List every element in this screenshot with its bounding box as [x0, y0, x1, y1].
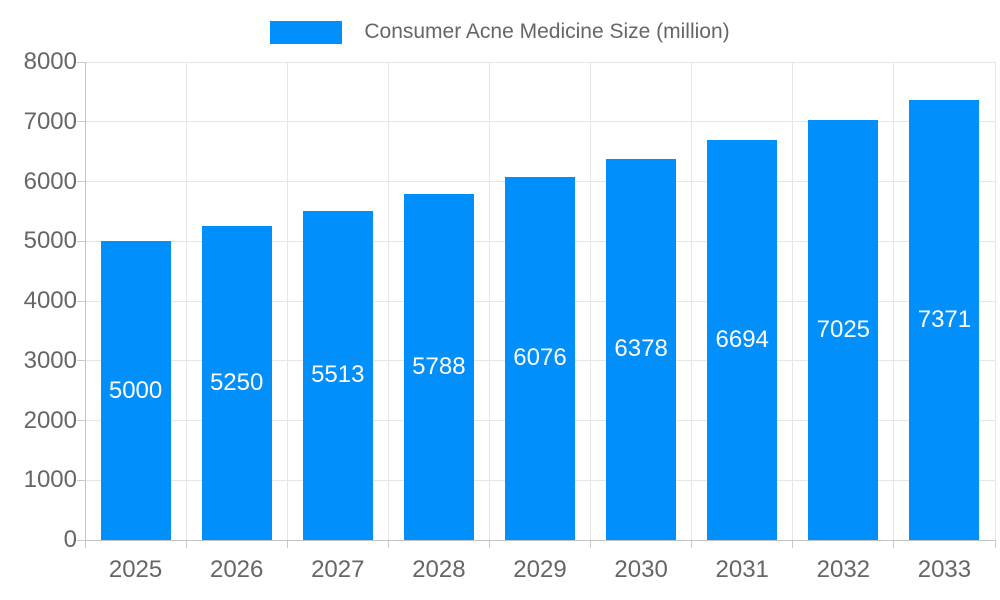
bar-2027[interactable]: 5513 — [302, 210, 373, 540]
y-tick-1000 — [77, 479, 85, 481]
y-axis-label-4000: 4000 — [23, 287, 77, 314]
gridline-x-9 — [994, 62, 996, 540]
y-tick-7000 — [77, 121, 85, 123]
bar-2029[interactable]: 6076 — [505, 176, 575, 540]
bar-2025[interactable]: 5000 — [100, 241, 171, 540]
bar-value-label-2029: 6076 — [513, 344, 567, 372]
gridline-x-5 — [590, 62, 592, 540]
x-axis-label-2031: 2031 — [715, 556, 769, 583]
bar-2030[interactable]: 6378 — [606, 158, 677, 540]
y-tick-3000 — [77, 360, 85, 362]
x-axis-label-2030: 2030 — [614, 556, 668, 583]
x-axis-label-2033: 2033 — [917, 556, 972, 583]
gridline-x-1 — [185, 62, 187, 540]
bar-value-label-2030: 6378 — [614, 335, 668, 363]
gridline-x-3 — [387, 62, 389, 540]
x-axis-label-2029: 2029 — [513, 556, 567, 583]
x-axis-label-2032: 2032 — [816, 556, 871, 583]
y-axis-label-7000: 7000 — [23, 107, 77, 135]
x-tick-4 — [488, 540, 490, 548]
y-tick-6000 — [77, 181, 85, 182]
y-axis-line — [84, 62, 86, 540]
gridline-x-7 — [792, 62, 794, 540]
y-axis-label-5000: 5000 — [23, 227, 77, 255]
bar-2033[interactable]: 7371 — [909, 99, 980, 540]
gridline-x-8 — [893, 62, 895, 540]
x-axis-line — [85, 539, 995, 541]
bar-2028[interactable]: 5788 — [403, 194, 474, 540]
gridline-x-4 — [488, 62, 490, 540]
bar-2032[interactable]: 7025 — [808, 120, 879, 540]
y-axis-label-6000: 6000 — [23, 167, 77, 195]
gridline-x-6 — [691, 62, 693, 540]
gridline-x-2 — [286, 62, 288, 540]
bar-value-label-2026: 5250 — [209, 369, 264, 397]
x-tick-7 — [792, 540, 794, 548]
x-axis-label-2026: 2026 — [209, 556, 264, 583]
x-tick-3 — [387, 540, 389, 548]
x-axis-label-2027: 2027 — [311, 556, 365, 583]
chart-legend[interactable]: Consumer Acne Medicine Size (million) — [0, 16, 1000, 48]
y-tick-2000 — [77, 420, 85, 421]
legend-label: Consumer Acne Medicine Size (million) — [364, 20, 730, 43]
x-tick-9 — [994, 540, 996, 548]
y-axis-label-1000: 1000 — [23, 466, 77, 494]
x-tick-2 — [286, 540, 288, 548]
bar-value-label-2028: 5788 — [412, 353, 466, 381]
x-tick-5 — [590, 540, 592, 548]
y-tick-4000 — [77, 300, 85, 302]
bar-value-label-2032: 7025 — [816, 316, 871, 344]
x-tick-1 — [185, 540, 187, 548]
gridline-y-7000 — [85, 121, 995, 123]
bar-value-label-2025: 5000 — [108, 376, 163, 404]
y-axis-label-0: 0 — [63, 526, 77, 553]
bar-2031[interactable]: 6694 — [707, 140, 778, 540]
legend-swatch — [270, 20, 343, 44]
bar-value-label-2033: 7371 — [917, 305, 972, 333]
y-tick-0 — [77, 539, 85, 541]
y-axis-label-8000: 8000 — [23, 48, 77, 75]
bar-value-label-2031: 6694 — [715, 326, 769, 353]
bar-2026[interactable]: 5250 — [201, 226, 272, 540]
gridline-y-8000 — [85, 61, 995, 63]
y-tick-8000 — [77, 61, 85, 63]
x-tick-8 — [893, 540, 895, 548]
y-tick-5000 — [77, 240, 85, 242]
y-axis-label-2000: 2000 — [23, 406, 77, 434]
bar-value-label-2027: 5513 — [311, 361, 365, 389]
x-axis-label-2028: 2028 — [412, 556, 466, 583]
x-tick-0 — [84, 540, 86, 548]
y-axis-label-3000: 3000 — [23, 346, 77, 374]
x-tick-6 — [691, 540, 693, 548]
x-axis-label-2025: 2025 — [108, 556, 163, 583]
